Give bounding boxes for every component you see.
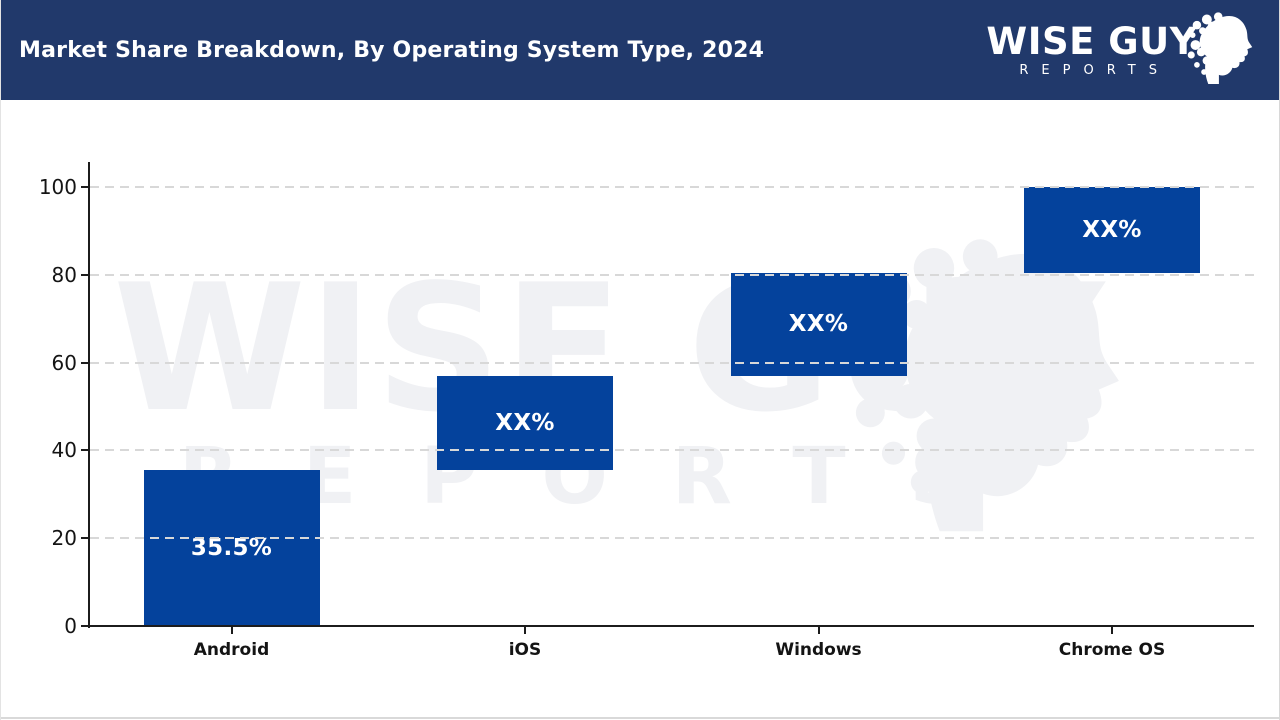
y-tick-60 bbox=[81, 361, 89, 364]
brand-logo: WISE GUY REPORTS bbox=[986, 0, 1265, 100]
bar-value-label-ios: XX% bbox=[495, 409, 555, 436]
gridline-20 bbox=[90, 537, 1254, 540]
x-tick-ios bbox=[524, 627, 526, 634]
x-axis-label-chrome-os: Chrome OS bbox=[1058, 640, 1166, 660]
x-axis-label-android: Android bbox=[193, 640, 270, 660]
x-axis-label-windows: Windows bbox=[775, 640, 862, 660]
bar-value-label-android: 35.5% bbox=[190, 535, 273, 562]
brand-subtitle: REPORTS bbox=[1019, 63, 1170, 78]
y-tick-80 bbox=[81, 273, 89, 276]
y-tick-label-80: 80 bbox=[51, 262, 77, 287]
x-axis-line bbox=[88, 625, 1254, 627]
y-tick-label-20: 20 bbox=[51, 526, 77, 551]
y-tick-20 bbox=[81, 537, 89, 540]
dotted-face-icon bbox=[1187, 7, 1265, 93]
gridline-60 bbox=[90, 361, 1254, 364]
y-tick-label-60: 60 bbox=[51, 350, 77, 375]
bar-android: 35.5% bbox=[143, 470, 320, 626]
bottom-border bbox=[1, 717, 1279, 719]
y-axis-line bbox=[88, 162, 90, 628]
y-tick-40 bbox=[81, 449, 89, 452]
y-tick-0 bbox=[81, 625, 89, 627]
y-tick-label-0: 0 bbox=[64, 614, 77, 638]
bar-value-label-chrome-os: XX% bbox=[1082, 216, 1142, 243]
header-bar: Market Share Breakdown, By Operating Sys… bbox=[1, 0, 1279, 100]
x-tick-chrome-os bbox=[1111, 627, 1113, 634]
brand-name: WISE GUY bbox=[986, 20, 1197, 63]
x-tick-windows bbox=[817, 627, 820, 634]
brand-logo-text: WISE GUY REPORTS bbox=[986, 23, 1197, 77]
gridline-40 bbox=[90, 449, 1254, 452]
bar-ios: XX% bbox=[437, 375, 613, 471]
page-title: Market Share Breakdown, By Operating Sys… bbox=[19, 37, 765, 63]
y-tick-label-100: 100 bbox=[38, 175, 77, 199]
bar-value-label-windows: XX% bbox=[788, 311, 849, 338]
x-axis-label-ios: iOS bbox=[508, 640, 542, 660]
gridline-80 bbox=[90, 273, 1254, 276]
bar-windows: XX% bbox=[730, 272, 907, 376]
x-tick-android bbox=[230, 627, 233, 634]
gridline-100 bbox=[90, 186, 1254, 188]
y-tick-label-40: 40 bbox=[51, 438, 77, 463]
y-tick-100 bbox=[81, 186, 89, 188]
bar-chrome-os: XX% bbox=[1024, 187, 1200, 273]
